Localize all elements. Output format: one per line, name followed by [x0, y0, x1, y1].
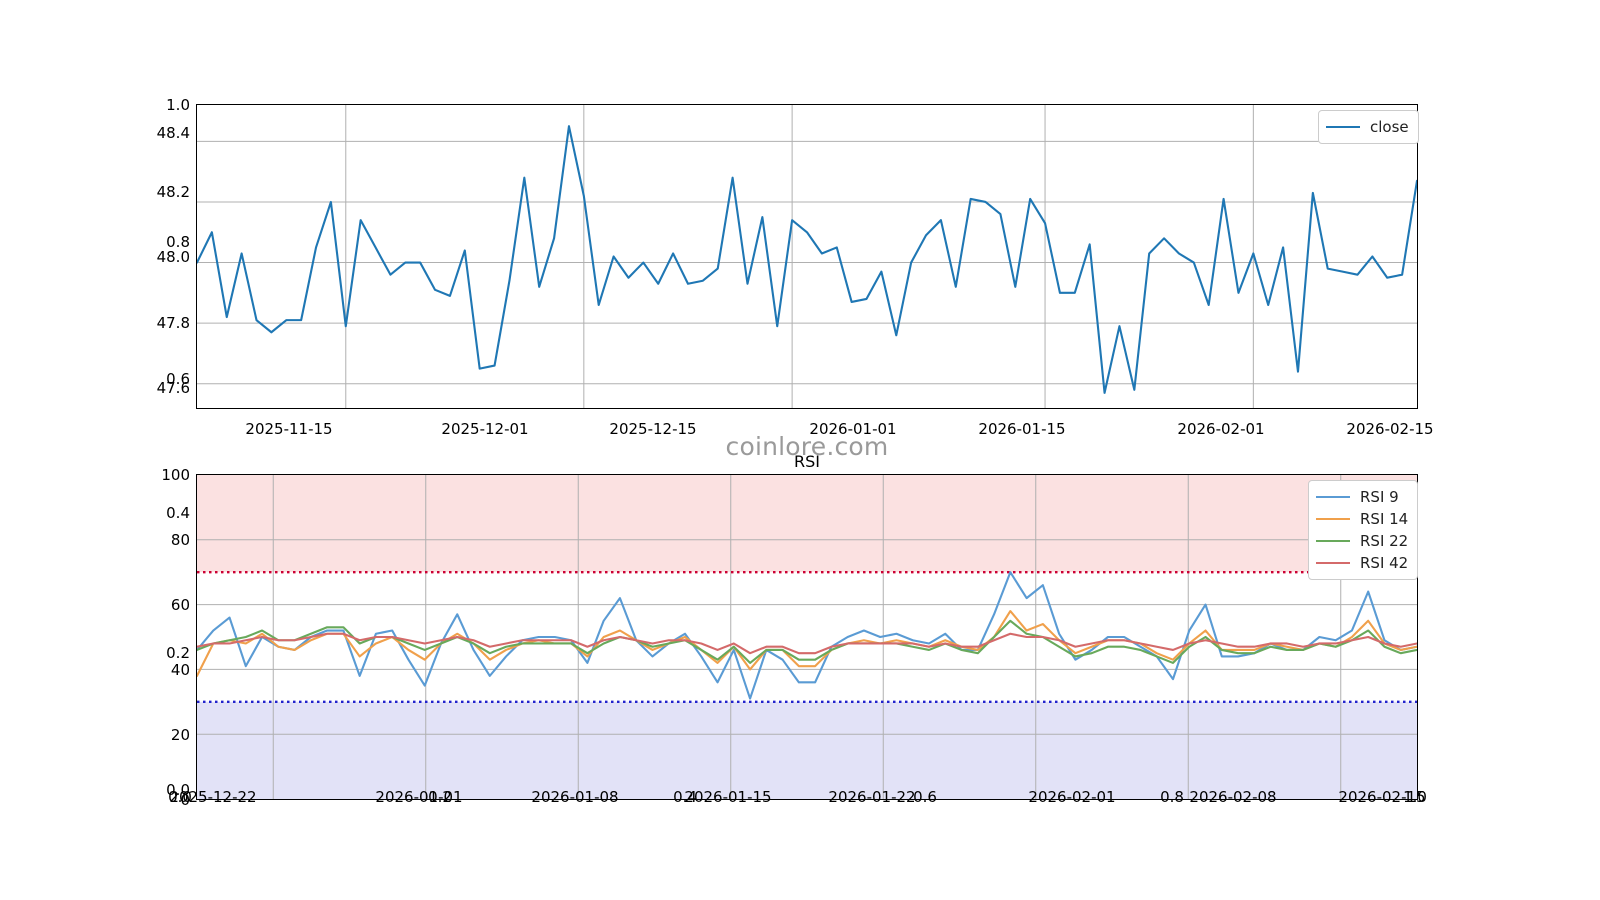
legend-item-rsi22[interactable]: RSI 22: [1316, 530, 1408, 552]
price-ytick-4: 47.6: [156, 379, 190, 397]
close-line-swatch: [1326, 126, 1360, 128]
legend-label-rsi42: RSI 42: [1360, 554, 1409, 572]
legend-label-close: close: [1370, 118, 1409, 136]
rsi-xtick-0: 2025-12-22: [169, 788, 257, 806]
rsi-xtick-overlay-1: 0.2: [428, 788, 452, 806]
rsi-ytick-3: 40: [170, 661, 190, 679]
price-xtick-4: 2026-01-15: [978, 420, 1066, 438]
rsi-plot-svg: [197, 475, 1417, 799]
price-ytick-3: 47.8: [156, 314, 190, 332]
price-chart-legend: close: [1318, 110, 1419, 144]
coinlore-watermark: coinlore.com: [725, 432, 889, 461]
rsi-xtick-overlay-2: 0.4: [673, 788, 697, 806]
rsi42-line-swatch: [1316, 562, 1350, 564]
rsi-xtick-overlay-4: 0.8: [1160, 788, 1184, 806]
price-xtick-1: 2025-12-01: [441, 420, 529, 438]
rsi-ytick-overlay-1: 0.2: [166, 644, 190, 662]
price-xtick-0: 2025-11-15: [245, 420, 333, 438]
price-xtick-3: 2026-01-01: [809, 420, 897, 438]
rsi-ytick-0: 100: [161, 466, 190, 484]
legend-label-rsi22: RSI 22: [1360, 532, 1409, 550]
rsi-xtick-2: 2026-01-08: [531, 788, 619, 806]
legend-item-close[interactable]: close: [1326, 116, 1409, 138]
rsi-xtick-5: 2026-02-01: [1028, 788, 1116, 806]
price-xtick-2: 2025-12-15: [609, 420, 697, 438]
price-xtick-5: 2026-02-01: [1177, 420, 1265, 438]
rsi-ytick-2: 60: [170, 596, 190, 614]
price-ytick-overlay-0: 1.0: [166, 96, 190, 114]
rsi-ytick-1: 80: [170, 531, 190, 549]
rsi-xtick-1: 2026-01-01: [375, 788, 463, 806]
legend-item-rsi42[interactable]: RSI 42: [1316, 552, 1408, 574]
rsi-ytick-5: 0: [180, 791, 190, 809]
price-ytick-0: 48.4: [156, 124, 190, 142]
rsi-xtick-overlay-0: 0.0: [168, 788, 192, 806]
rsi22-line-swatch: [1316, 540, 1350, 542]
price-xtick-6: 2026-02-15: [1346, 420, 1434, 438]
price-ytick-overlay-1: 0.8: [166, 233, 190, 251]
legend-item-rsi9[interactable]: RSI 9: [1316, 486, 1408, 508]
rsi-ytick-overlay-2: 0.0: [166, 781, 190, 799]
legend-label-rsi9: RSI 9: [1360, 488, 1399, 506]
rsi-chart-panel: [196, 474, 1418, 800]
price-ytick-2: 48.0: [156, 248, 190, 266]
price-ytick-overlay-2: 0.6: [166, 370, 190, 388]
rsi-ytick-overlay-0: 0.4: [166, 504, 190, 522]
rsi-chart-legend: RSI 9 RSI 14 RSI 22 RSI 42: [1308, 480, 1419, 580]
rsi-xtick-7: 2026-02-15: [1338, 788, 1426, 806]
rsi-ytick-4: 20: [170, 726, 190, 744]
rsi-xtick-6: 2026-02-08: [1189, 788, 1277, 806]
rsi14-line-swatch: [1316, 518, 1350, 520]
rsi-xtick-4: 2026-01-22: [828, 788, 916, 806]
legend-label-rsi14: RSI 14: [1360, 510, 1409, 528]
price-ytick-1: 48.2: [156, 183, 190, 201]
rsi-xtick-overlay-5: 1.0: [1403, 788, 1427, 806]
price-chart-panel: [196, 104, 1418, 409]
rsi9-line-swatch: [1316, 496, 1350, 498]
rsi-chart-title: RSI: [794, 452, 820, 471]
rsi-xtick-overlay-3: 0.6: [913, 788, 937, 806]
rsi-xtick-3: 2026-01-15: [684, 788, 772, 806]
price-plot-svg: [197, 105, 1417, 408]
legend-item-rsi14[interactable]: RSI 14: [1316, 508, 1408, 530]
